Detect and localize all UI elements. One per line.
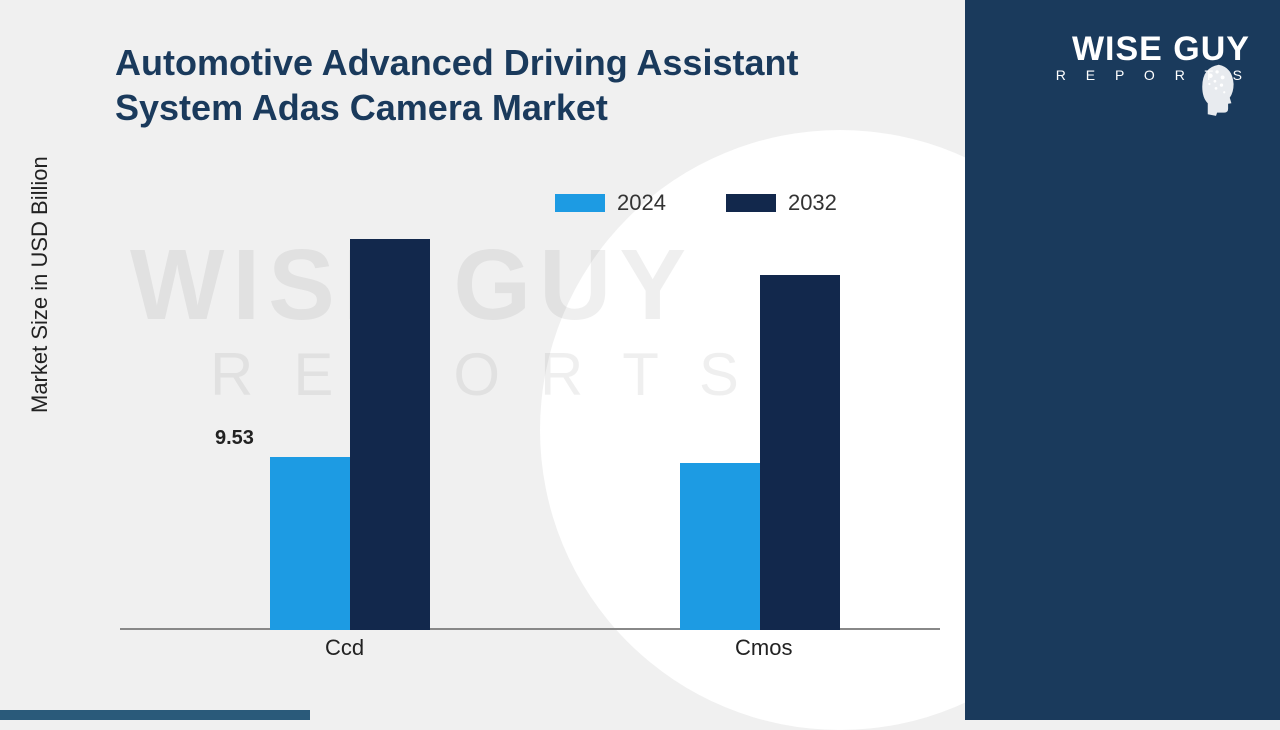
legend-label-2032: 2032: [788, 190, 837, 216]
bar-ccd-2032: [350, 239, 430, 630]
bar-group-cmos: [680, 275, 840, 630]
bar-ccd-2024: [270, 457, 350, 630]
bottom-accent-bar: [0, 710, 310, 720]
bar-group-ccd: [270, 239, 430, 630]
legend-item-2032: 2032: [726, 190, 837, 216]
legend-swatch-2032: [726, 194, 776, 212]
value-label: 9.53: [215, 427, 254, 450]
chart-legend: 2024 2032: [555, 190, 837, 216]
y-axis-label: Market Size in USD Billion: [27, 156, 53, 413]
chart-title: Automotive Advanced Driving Assistant Sy…: [115, 40, 865, 130]
bar-cmos-2024: [680, 463, 760, 630]
x-label-ccd: Ccd: [325, 635, 364, 661]
legend-item-2024: 2024: [555, 190, 666, 216]
legend-label-2024: 2024: [617, 190, 666, 216]
bar-cmos-2032: [760, 275, 840, 630]
brand-logo: WISE GUY R E P O R T S: [1056, 30, 1250, 83]
legend-swatch-2024: [555, 194, 605, 212]
chart-area: CcdCmos9.53: [120, 230, 940, 630]
x-label-cmos: Cmos: [735, 635, 792, 661]
head-silhouette-icon: [1183, 62, 1238, 117]
